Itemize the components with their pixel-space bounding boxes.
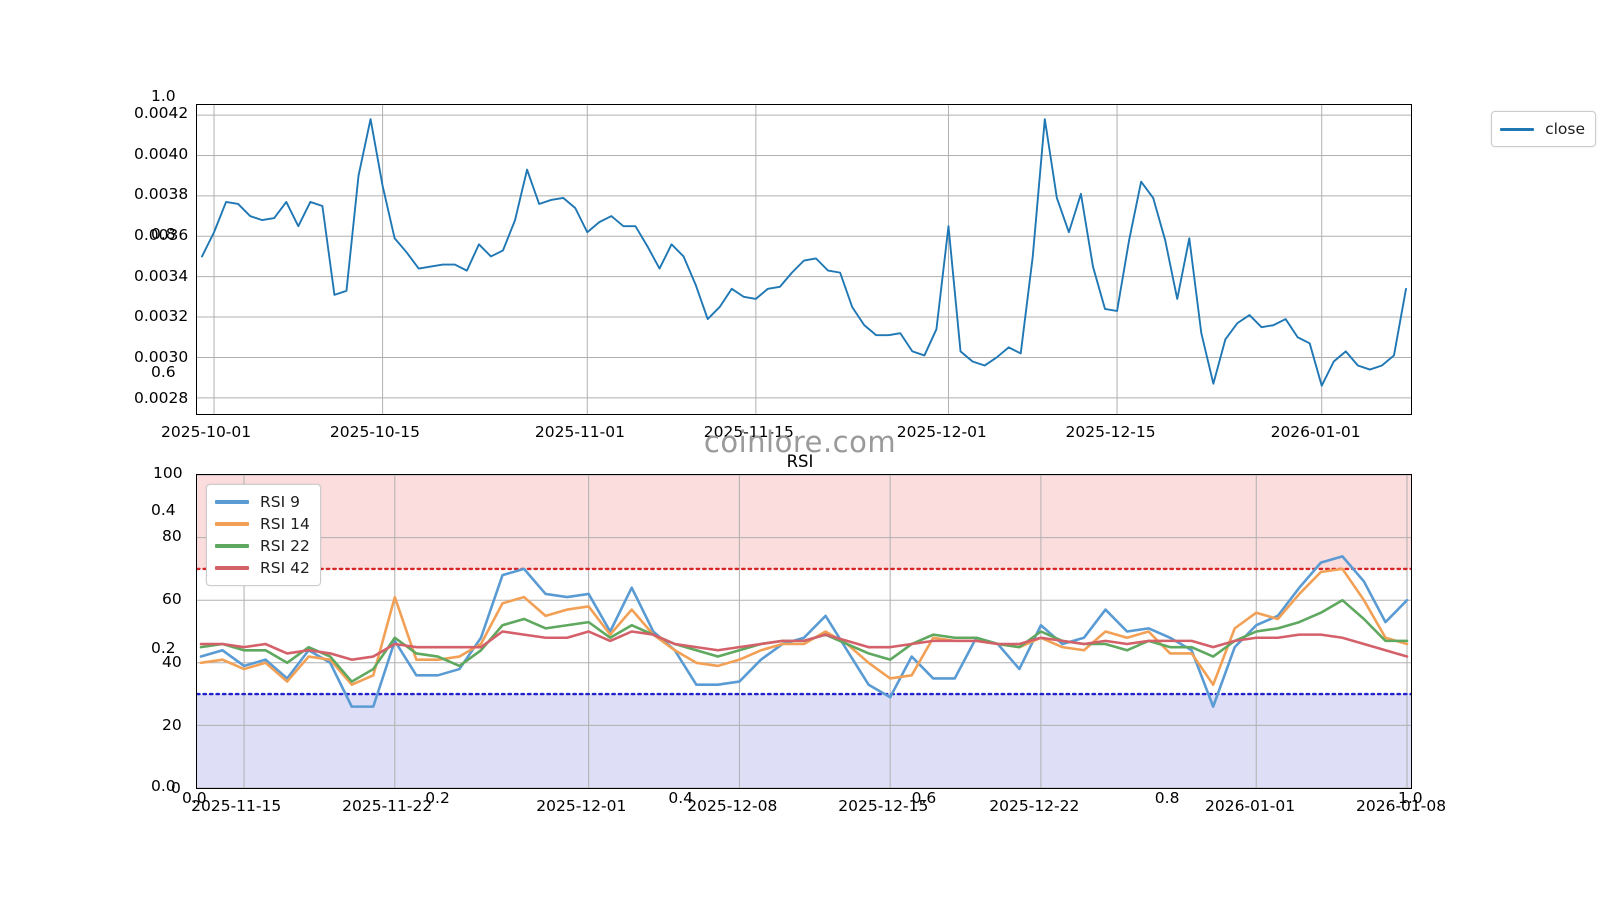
- overlay-x-tick-0.2: 0.2: [425, 789, 450, 807]
- rsi-legend-entry[interactable]: RSI 9: [215, 491, 310, 513]
- rsi-x-tick-2026-01-01: 2026-01-01: [1205, 797, 1296, 815]
- rsi-legend-entry[interactable]: RSI 14: [215, 513, 310, 535]
- price-x-tick-2025-11-01: 2025-11-01: [534, 423, 625, 441]
- rsi-y-tick-80: 80: [162, 527, 182, 545]
- rsi-legend-label: RSI 9: [260, 493, 300, 511]
- rsi-x-tick-2025-11-22: 2025-11-22: [342, 797, 433, 815]
- rsi-y-tick-100: 100: [153, 464, 183, 482]
- price-chart-plot-area: [196, 104, 1412, 415]
- overlay-y-tick-0.4: 0.4: [151, 501, 176, 519]
- price-x-tick-2025-11-15: 2025-11-15: [703, 423, 794, 441]
- rsi-legend-label: RSI 22: [260, 537, 310, 555]
- overlay-y-tick-0.2: 0.2: [151, 639, 176, 657]
- rsi-legend-label: RSI 42: [260, 559, 310, 577]
- price-x-tick-2025-12-01: 2025-12-01: [896, 423, 987, 441]
- price-legend-entry[interactable]: close: [1500, 118, 1585, 140]
- price-y-tick-0.0042: 0.0042: [134, 104, 189, 123]
- overlay-y-tick-0.8: 0.8: [151, 225, 176, 243]
- overlay-x-tick-0.8: 0.8: [1154, 789, 1180, 807]
- rsi-x-tick-2025-12-01: 2025-12-01: [536, 797, 627, 815]
- rsi-y-tick-0: 0: [171, 779, 181, 797]
- price-y-tick-0.0028: 0.0028: [134, 388, 189, 407]
- overlay-x-tick-1.0: 1.0: [1398, 789, 1423, 807]
- legend-line-swatch-icon: [215, 500, 249, 504]
- rsi-series-rsi-14: [199, 567, 1409, 687]
- rsi-y-tick-40: 40: [162, 653, 182, 671]
- rsi-y-tick-20: 20: [162, 716, 182, 734]
- rsi-x-tick-2025-12-15: 2025-12-15: [838, 797, 929, 815]
- price-y-tick-0.0036: 0.0036: [134, 226, 189, 245]
- price-y-tick-0.0030: 0.0030: [134, 348, 189, 367]
- price-x-tick-2025-10-01: 2025-10-01: [161, 423, 252, 441]
- rsi-y-tick-60: 60: [162, 590, 182, 608]
- price-y-tick-0.0032: 0.0032: [134, 307, 189, 326]
- rsi-chart-plot-area: [196, 474, 1412, 789]
- overlay-x-tick-0.4: 0.4: [668, 789, 694, 807]
- legend-line-swatch-icon: [1500, 127, 1535, 131]
- rsi-legend-entry[interactable]: RSI 42: [215, 557, 310, 579]
- rsi-x-tick-2025-12-08: 2025-12-08: [687, 797, 778, 815]
- price-legend-label: close: [1545, 120, 1585, 138]
- rsi-band-oversold: [197, 694, 1411, 788]
- overlay-x-tick-0.0: 0.0: [182, 789, 207, 807]
- price-y-tick-0.0034: 0.0034: [134, 266, 189, 285]
- price-series-close: [201, 118, 1407, 387]
- rsi-x-tick-2026-01-08: 2026-01-08: [1356, 797, 1447, 815]
- legend-line-swatch-icon: [215, 544, 249, 548]
- rsi-band-overbought: [197, 475, 1411, 569]
- rsi-chart-title: RSI: [786, 452, 814, 471]
- price-x-tick-2025-12-15: 2025-12-15: [1065, 423, 1156, 441]
- legend-line-swatch-icon: [215, 566, 249, 570]
- price-x-tick-2025-10-15: 2025-10-15: [329, 423, 420, 441]
- overlay-y-tick-1.0: 1.0: [151, 87, 176, 105]
- price-y-tick-0.0040: 0.0040: [134, 144, 189, 163]
- price-chart-legend[interactable]: close: [1491, 111, 1596, 147]
- rsi-series-rsi-9: [199, 555, 1409, 708]
- rsi-legend-entry[interactable]: RSI 22: [215, 535, 310, 557]
- rsi-series-rsi-42: [199, 630, 1409, 661]
- legend-line-swatch-icon: [215, 522, 249, 526]
- price-y-tick-0.0038: 0.0038: [134, 185, 189, 204]
- price-chart-svg: [197, 105, 1411, 414]
- rsi-chart-legend[interactable]: RSI 9 RSI 14 RSI 22 RSI 42: [206, 484, 321, 586]
- rsi-x-tick-2025-11-15: 2025-11-15: [191, 797, 282, 815]
- overlay-y-tick-0.0: 0.0: [151, 777, 176, 795]
- price-x-tick-2026-01-01: 2026-01-01: [1270, 423, 1361, 441]
- rsi-x-tick-2025-12-22: 2025-12-22: [989, 797, 1080, 815]
- rsi-chart-svg: [197, 475, 1411, 788]
- rsi-legend-label: RSI 14: [260, 515, 310, 533]
- overlay-y-tick-0.6: 0.6: [151, 363, 176, 381]
- overlay-x-tick-0.6: 0.6: [911, 789, 937, 807]
